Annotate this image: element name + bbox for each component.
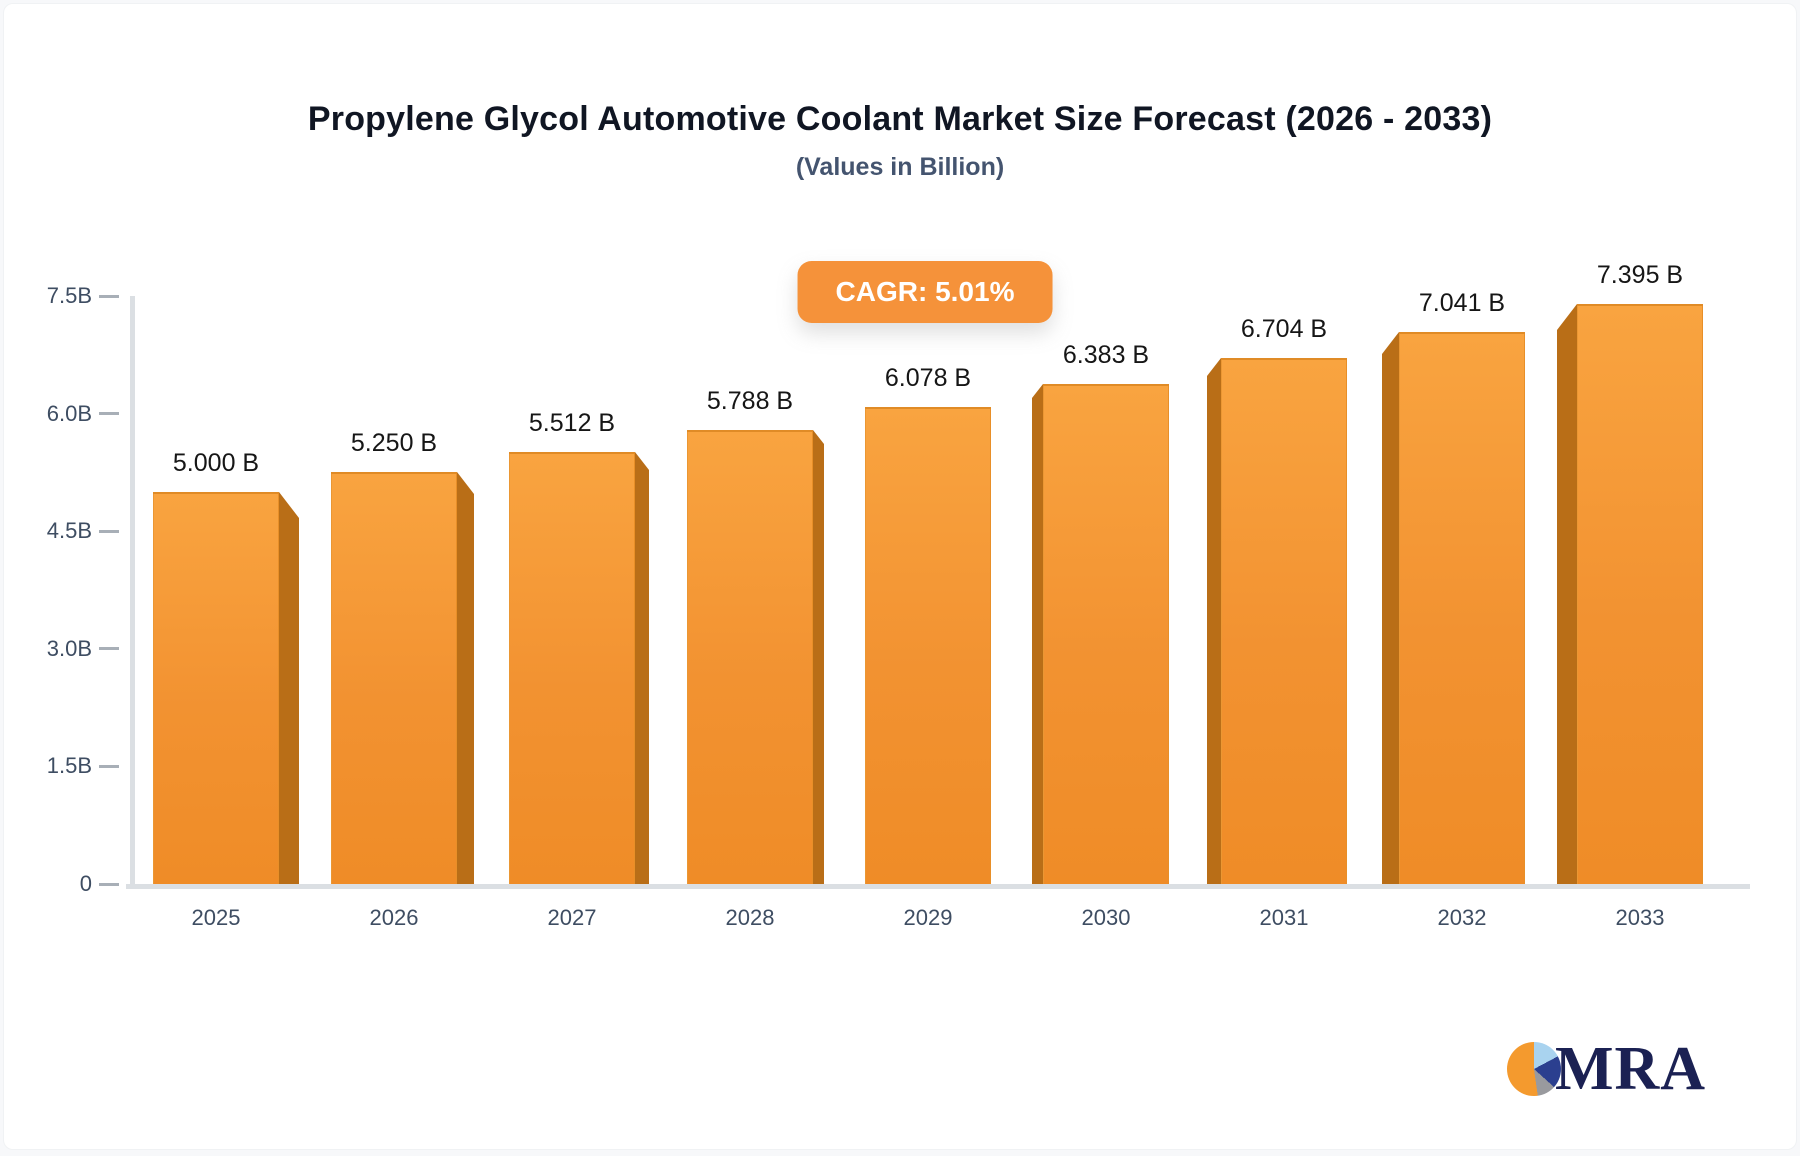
bar-value-label: 6.704 B: [1240, 315, 1328, 343]
bar-3d-side-2030: [1032, 384, 1043, 884]
x-axis-label-2030: 2030: [1081, 905, 1131, 930]
bar-value-label: 5.512 B: [528, 409, 616, 437]
y-tick-label: 3.0B: [46, 635, 92, 661]
y-tick-label: 6.0B: [46, 400, 92, 426]
chart-title: Propylene Glycol Automotive Coolant Mark…: [307, 100, 1493, 138]
y-tick-label: 1.5B: [46, 753, 92, 779]
y-tick-mark: [99, 764, 119, 768]
cagr-badge: CAGR: 5.01%: [797, 261, 1053, 323]
bar-value-label: 6.078 B: [884, 364, 972, 392]
x-axis-line: [126, 884, 1750, 889]
bar-2030: [1043, 384, 1169, 884]
y-axis-line: [130, 296, 135, 888]
chart-card: Propylene Glycol Automotive Coolant Mark…: [3, 3, 1797, 1150]
bar-2029: [865, 407, 991, 884]
chart-subtitle: (Values in Billion): [795, 153, 1005, 181]
bar-2032: [1399, 332, 1525, 884]
bar-value-label: 5.788 B: [706, 387, 794, 415]
x-axis-label-2029: 2029: [903, 905, 953, 930]
bar-2025: [153, 492, 279, 884]
bar-2026: [331, 472, 457, 884]
y-tick-mark: [99, 294, 119, 298]
bar-value-label: 7.041 B: [1418, 289, 1506, 317]
bar-3d-side-2027: [635, 452, 649, 884]
y-tick-label: 7.5B: [46, 283, 92, 308]
y-tick-label: 4.5B: [46, 518, 92, 544]
y-tick-mark: [99, 647, 119, 651]
x-axis-label-2025: 2025: [191, 905, 241, 930]
bar-value-label: 7.395 B: [1596, 261, 1684, 289]
bar-3d-side-2033: [1557, 304, 1577, 884]
bar-3d-side-2025: [279, 492, 299, 884]
bar-value-label: 5.000 B: [172, 449, 260, 477]
brand-logo: MRA: [1507, 1035, 1707, 1103]
x-axis-label-2027: 2027: [547, 905, 597, 930]
bar-3d-side-2026: [457, 472, 474, 884]
x-axis-label-2033: 2033: [1615, 905, 1665, 930]
bar-value-label: 5.250 B: [350, 429, 438, 457]
bar-3d-side-2028: [813, 430, 824, 884]
x-axis-label-2028: 2028: [725, 905, 775, 930]
bar-2033: [1577, 304, 1703, 884]
bar-value-label: 6.383 B: [1062, 341, 1150, 369]
x-axis-label-2026: 2026: [369, 905, 419, 930]
bar-3d-side-2031: [1207, 358, 1221, 884]
x-axis-label-2032: 2032: [1437, 905, 1487, 930]
plot-area: 7.5B 6.0B 4.5B 3.0B 1.5B 0 5.000 B 5.250 B 5.51…: [4, 4, 1796, 1149]
bar-2027: [509, 452, 635, 884]
brand-logo-text: MRA: [1555, 1035, 1707, 1103]
bar-3d-side-2032: [1382, 332, 1399, 884]
x-axis-label-2031: 2031: [1259, 905, 1309, 930]
y-tick-mark: [99, 882, 119, 886]
pie-chart-logo-icon: [1507, 1042, 1561, 1096]
y-tick-mark: [99, 529, 119, 533]
bar-2031: [1221, 358, 1347, 884]
bar-2028: [687, 430, 813, 884]
y-tick-mark: [99, 412, 119, 416]
y-tick-label: 0: [79, 871, 92, 896]
